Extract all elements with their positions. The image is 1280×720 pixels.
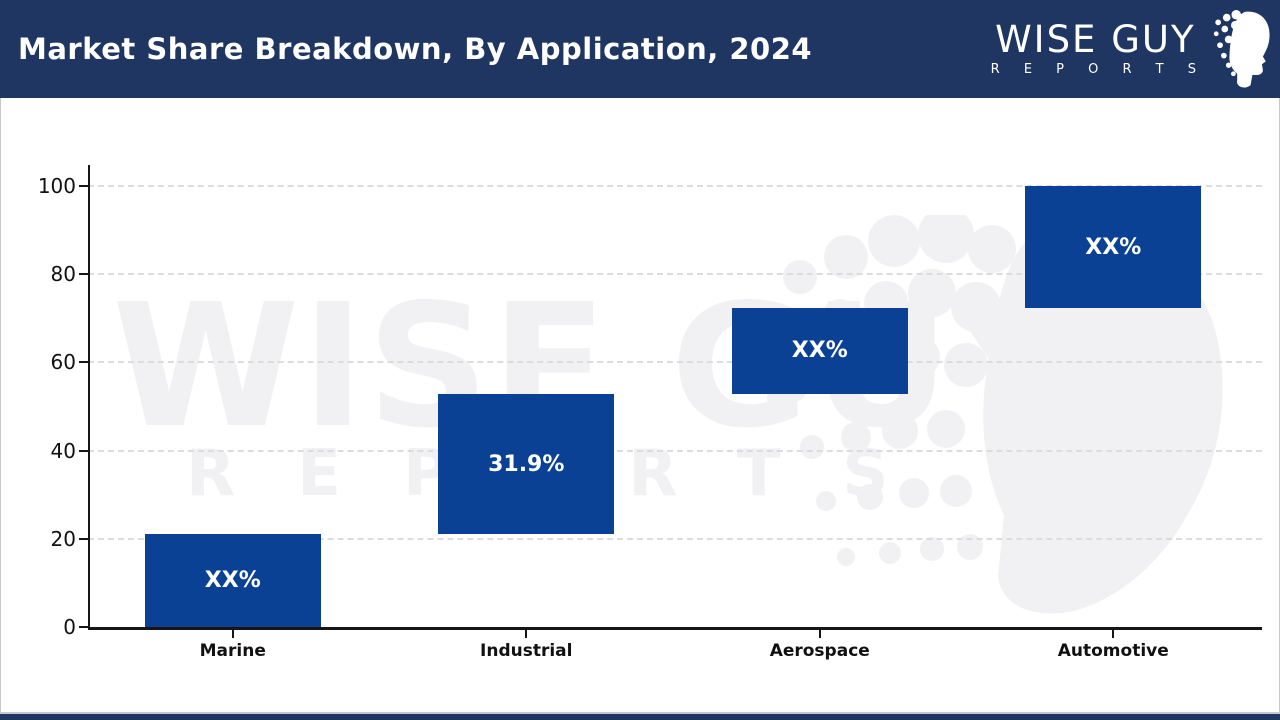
wiseguy-face-icon [1213,9,1270,88]
wiseguy-logo: WISE GUY R E P O R T S [985,6,1272,92]
x-tick-label: Marine [199,641,266,661]
header-bar: Market Share Breakdown, By Application, … [0,0,1280,98]
y-tick-label: 60 [50,350,76,375]
logo-brand-subtitle: R E P O R T S [990,61,1206,77]
bar-value-label: XX% [1085,234,1142,260]
bar-automotive: XX% [1025,186,1202,309]
page-title: Market Share Breakdown, By Application, … [18,32,813,66]
footer-bar [0,714,1280,720]
gridline [88,449,1262,452]
wiseguy-logo-text: WISE GUY R E P O R T S [985,18,1206,77]
logo-brand-name: WISE GUY [995,18,1196,62]
bar-value-label: 31.9% [488,451,565,477]
x-tick-label: Aerospace [769,641,870,661]
y-tick [79,273,88,276]
y-tick-label: 80 [50,262,76,287]
y-tick [79,626,88,628]
y-tick-label: 100 [37,174,76,198]
y-tick [79,537,88,540]
y-tick [79,449,88,452]
x-tick [818,630,821,638]
bar-industrial: 31.9% [438,393,615,535]
left-border [0,98,1,720]
y-tick-label: 0 [63,615,76,639]
y-axis-line [88,165,90,629]
y-tick-label: 20 [50,526,76,551]
x-tick [525,630,528,638]
x-tick-label: Industrial [480,641,573,661]
x-axis-line [88,627,1262,630]
x-tick [1112,630,1115,638]
x-tick [231,630,234,638]
bar-value-label: XX% [204,568,261,594]
x-tick-label: Automotive [1057,641,1169,661]
gridline [88,185,1262,187]
bar-aerospace: XX% [731,308,908,394]
y-tick-label: 40 [50,438,76,463]
plot-area: 0 20 40 60 80 100 XX% Marine 31.9% Industrial XX% A… [38,174,1262,661]
gridline [88,273,1262,276]
y-tick [79,185,88,187]
bar-value-label: XX% [791,338,848,364]
gridline [88,361,1262,364]
gridline [88,537,1262,540]
bar-marine: XX% [144,534,321,627]
bottom-hairline [0,712,1280,714]
y-tick [79,361,88,364]
